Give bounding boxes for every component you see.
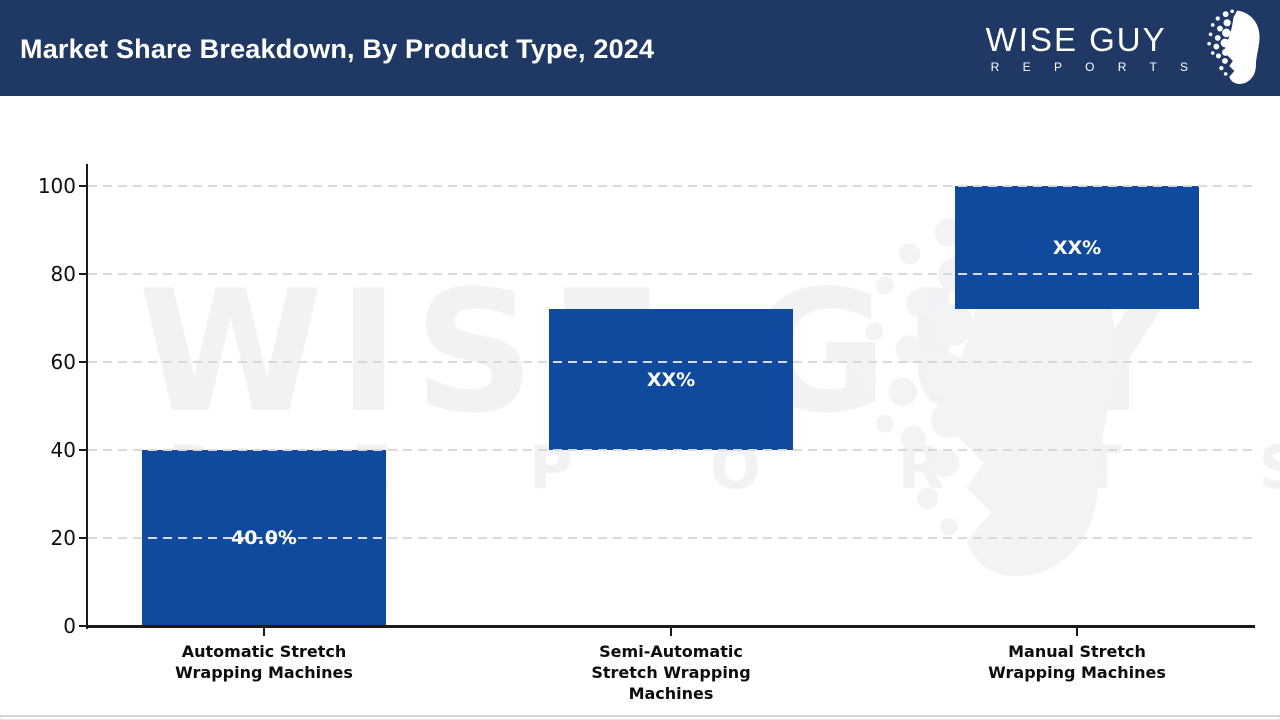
- y-tick-label: 20: [50, 526, 76, 550]
- y-tick-mark: [79, 361, 86, 363]
- y-axis-line: [86, 164, 88, 629]
- brand-logo-subtitle: R E P O R T S: [990, 59, 1198, 74]
- x-tick-mark: [670, 628, 672, 636]
- x-category-label: Automatic Stretch Wrapping Machines: [124, 641, 404, 683]
- x-category-label-line: Manual Stretch: [1008, 642, 1146, 661]
- y-tick-mark: [79, 273, 86, 275]
- x-tick-mark: [263, 628, 265, 636]
- x-category-label: Manual Stretch Wrapping Machines: [937, 641, 1217, 683]
- x-category-label-line: Stretch Wrapping: [591, 663, 751, 682]
- gridline: [88, 449, 1255, 451]
- brand-face-icon: [1207, 9, 1260, 85]
- x-category-label: Semi-Automatic Stretch Wrapping Machines: [531, 641, 811, 704]
- x-category-label-line: Automatic Stretch: [181, 642, 347, 661]
- bar: [955, 186, 1199, 310]
- bar-value-label: 40.0%: [231, 527, 297, 549]
- y-tick-mark: [79, 625, 86, 627]
- footer-divider: [0, 715, 1280, 717]
- y-tick-label: 0: [63, 614, 76, 638]
- x-category-label-line: Semi-Automatic: [599, 642, 743, 661]
- chart-title: Market Share Breakdown, By Product Type,…: [20, 34, 655, 64]
- y-tick-mark: [79, 185, 86, 187]
- y-tick-label: 100: [37, 174, 76, 198]
- bar-value-label: XX%: [1052, 236, 1102, 259]
- brand-logo-text: WISE GUY R E P O R T S: [985, 20, 1198, 74]
- header-bar: Market Share Breakdown, By Product Type,…: [0, 0, 1280, 96]
- x-category-label-line: Machines: [628, 684, 714, 703]
- gridline: [88, 361, 1255, 363]
- bar: [549, 309, 793, 450]
- brand-logo-wordmark: WISE GUY: [985, 20, 1167, 58]
- x-category-label-line: Wrapping Machines: [988, 663, 1166, 682]
- x-tick-mark: [1076, 628, 1078, 636]
- gridline: [88, 185, 1255, 187]
- chart-area: WISE GUY R E P O R T S 02040608010040.0%…: [0, 96, 1280, 715]
- y-tick-mark: [79, 449, 86, 451]
- gridline: [88, 273, 1255, 275]
- y-tick-label: 80: [50, 262, 76, 286]
- x-axis-line: [88, 625, 1255, 628]
- bar-value-label: XX%: [646, 368, 696, 391]
- gridline: [88, 537, 1255, 539]
- y-tick-label: 60: [50, 350, 76, 374]
- x-category-label-line: Wrapping Machines: [175, 663, 353, 682]
- y-tick-label: 40: [50, 438, 76, 462]
- y-tick-mark: [79, 537, 86, 539]
- plot: 0 20 40 60 80 100 40.0% XX% XX% Automatic Stretch…: [0, 96, 1280, 715]
- brand-logo: WISE GUY R E P O R T S: [986, 8, 1266, 88]
